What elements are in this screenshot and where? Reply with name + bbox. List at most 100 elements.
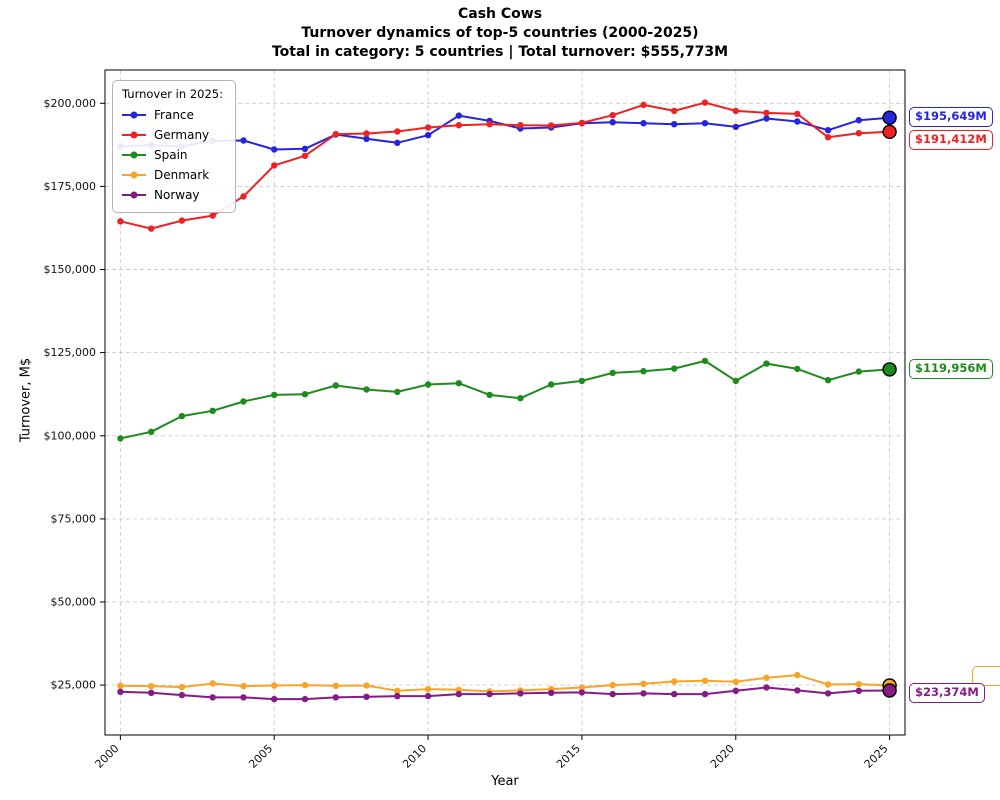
data-point-denmark: [640, 680, 647, 687]
data-point-germany: [394, 128, 401, 135]
data-point-norway: [548, 689, 555, 696]
data-point-norway: [148, 689, 155, 696]
svg-text:2010: 2010: [400, 742, 429, 771]
data-point-denmark: [363, 682, 370, 689]
data-point-denmark: [732, 678, 739, 685]
chart-subtitle-totals: Total in category: 5 countries | Total t…: [271, 44, 729, 60]
data-point-germany: [640, 101, 647, 109]
svg-text:2015: 2015: [554, 742, 583, 771]
data-point-denmark: [301, 681, 309, 689]
data-point-denmark: [578, 684, 586, 691]
series-line-denmark: [120, 674, 890, 693]
data-point-norway: [301, 695, 309, 703]
data-point-norway: [794, 687, 801, 694]
legend-title: Turnover in 2025:: [122, 87, 223, 101]
data-point-denmark: [394, 687, 401, 694]
data-point-germany: [424, 124, 432, 131]
data-point-germany: [332, 131, 339, 138]
data-point-spain: [824, 377, 832, 384]
legend-label: Denmark: [154, 168, 210, 182]
data-point-norway: [209, 694, 216, 701]
data-point-norway: [640, 690, 647, 697]
data-point-spain: [117, 435, 124, 442]
data-point-spain: [209, 407, 216, 414]
legend-swatch-icon: [122, 131, 146, 139]
svg-text:2020: 2020: [708, 742, 737, 771]
data-point-france: [609, 119, 616, 126]
series-line-germany: [120, 101, 890, 230]
data-point-denmark: [824, 681, 832, 688]
data-point-denmark: [763, 674, 770, 681]
data-point-denmark: [855, 680, 862, 688]
legend-label: Spain: [154, 148, 188, 162]
svg-text:$200,000: $200,000: [44, 97, 97, 110]
legend-item-germany: Germany: [122, 125, 223, 145]
data-point-france: [455, 112, 462, 119]
data-point-germany: [794, 110, 801, 118]
data-point-germany: [671, 107, 678, 115]
svg-text:$150,000: $150,000: [44, 263, 97, 276]
data-point-germany: [578, 119, 586, 127]
svg-text:$175,000: $175,000: [44, 180, 97, 193]
data-point-france: [732, 123, 739, 131]
data-point-norway: [732, 687, 739, 694]
svg-text:2005: 2005: [246, 742, 275, 771]
data-point-spain: [732, 377, 739, 385]
svg-text:$25,000: $25,000: [51, 679, 97, 692]
data-point-norway: [117, 688, 124, 695]
legend-label: Germany: [154, 128, 210, 142]
svg-text:2000: 2000: [93, 742, 122, 771]
data-point-norway: [178, 691, 186, 699]
data-point-germany: [732, 107, 739, 115]
data-point-denmark: [424, 685, 432, 693]
final-marker-spain: [882, 362, 897, 377]
legend-label: France: [154, 108, 194, 122]
data-point-germany: [178, 217, 186, 224]
legend-swatch-icon: [122, 151, 146, 159]
data-point-germany: [517, 122, 524, 129]
data-point-spain: [486, 391, 493, 399]
data-point-denmark: [209, 680, 216, 687]
x-axis-label: Year: [491, 774, 519, 789]
legend-item-denmark: Denmark: [122, 165, 223, 185]
data-point-germany: [609, 112, 616, 119]
end-value-label-norway: $23,374M: [909, 683, 985, 703]
data-point-france: [701, 120, 709, 127]
data-point-norway: [332, 694, 339, 701]
data-point-spain: [548, 381, 555, 388]
data-point-norway: [578, 689, 586, 696]
data-point-spain: [178, 412, 186, 420]
data-point-france: [271, 146, 278, 153]
data-point-germany: [117, 218, 124, 225]
data-point-spain: [763, 360, 770, 367]
data-point-germany: [301, 152, 309, 159]
data-point-france: [301, 145, 309, 152]
data-point-france: [855, 117, 862, 124]
data-point-germany: [824, 134, 832, 141]
legend-item-spain: Spain: [122, 145, 223, 165]
data-point-denmark: [148, 682, 155, 690]
series-line-spain: [120, 359, 890, 440]
data-point-spain: [578, 377, 586, 385]
end-value-label-spain: $119,956M: [909, 358, 993, 379]
data-point-spain: [455, 380, 462, 387]
chart-titles: Cash Cows Turnover dynamics of top-5 cou…: [0, 5, 1000, 62]
svg-text:$75,000: $75,000: [51, 512, 97, 525]
data-point-france: [240, 137, 247, 144]
data-point-norway: [240, 694, 247, 701]
data-point-spain: [701, 357, 709, 365]
data-point-spain: [609, 369, 616, 377]
data-point-france: [763, 115, 770, 122]
legend-item-france: France: [122, 105, 223, 125]
data-point-germany: [148, 225, 155, 232]
data-point-denmark: [178, 683, 186, 691]
data-point-norway: [855, 687, 862, 694]
legend-swatch-icon: [122, 171, 146, 179]
data-point-spain: [794, 365, 801, 373]
data-point-spain: [517, 395, 524, 402]
svg-text:$100,000: $100,000: [44, 429, 97, 442]
data-point-germany: [240, 193, 247, 200]
data-point-norway: [363, 693, 370, 700]
data-point-germany: [486, 121, 493, 128]
